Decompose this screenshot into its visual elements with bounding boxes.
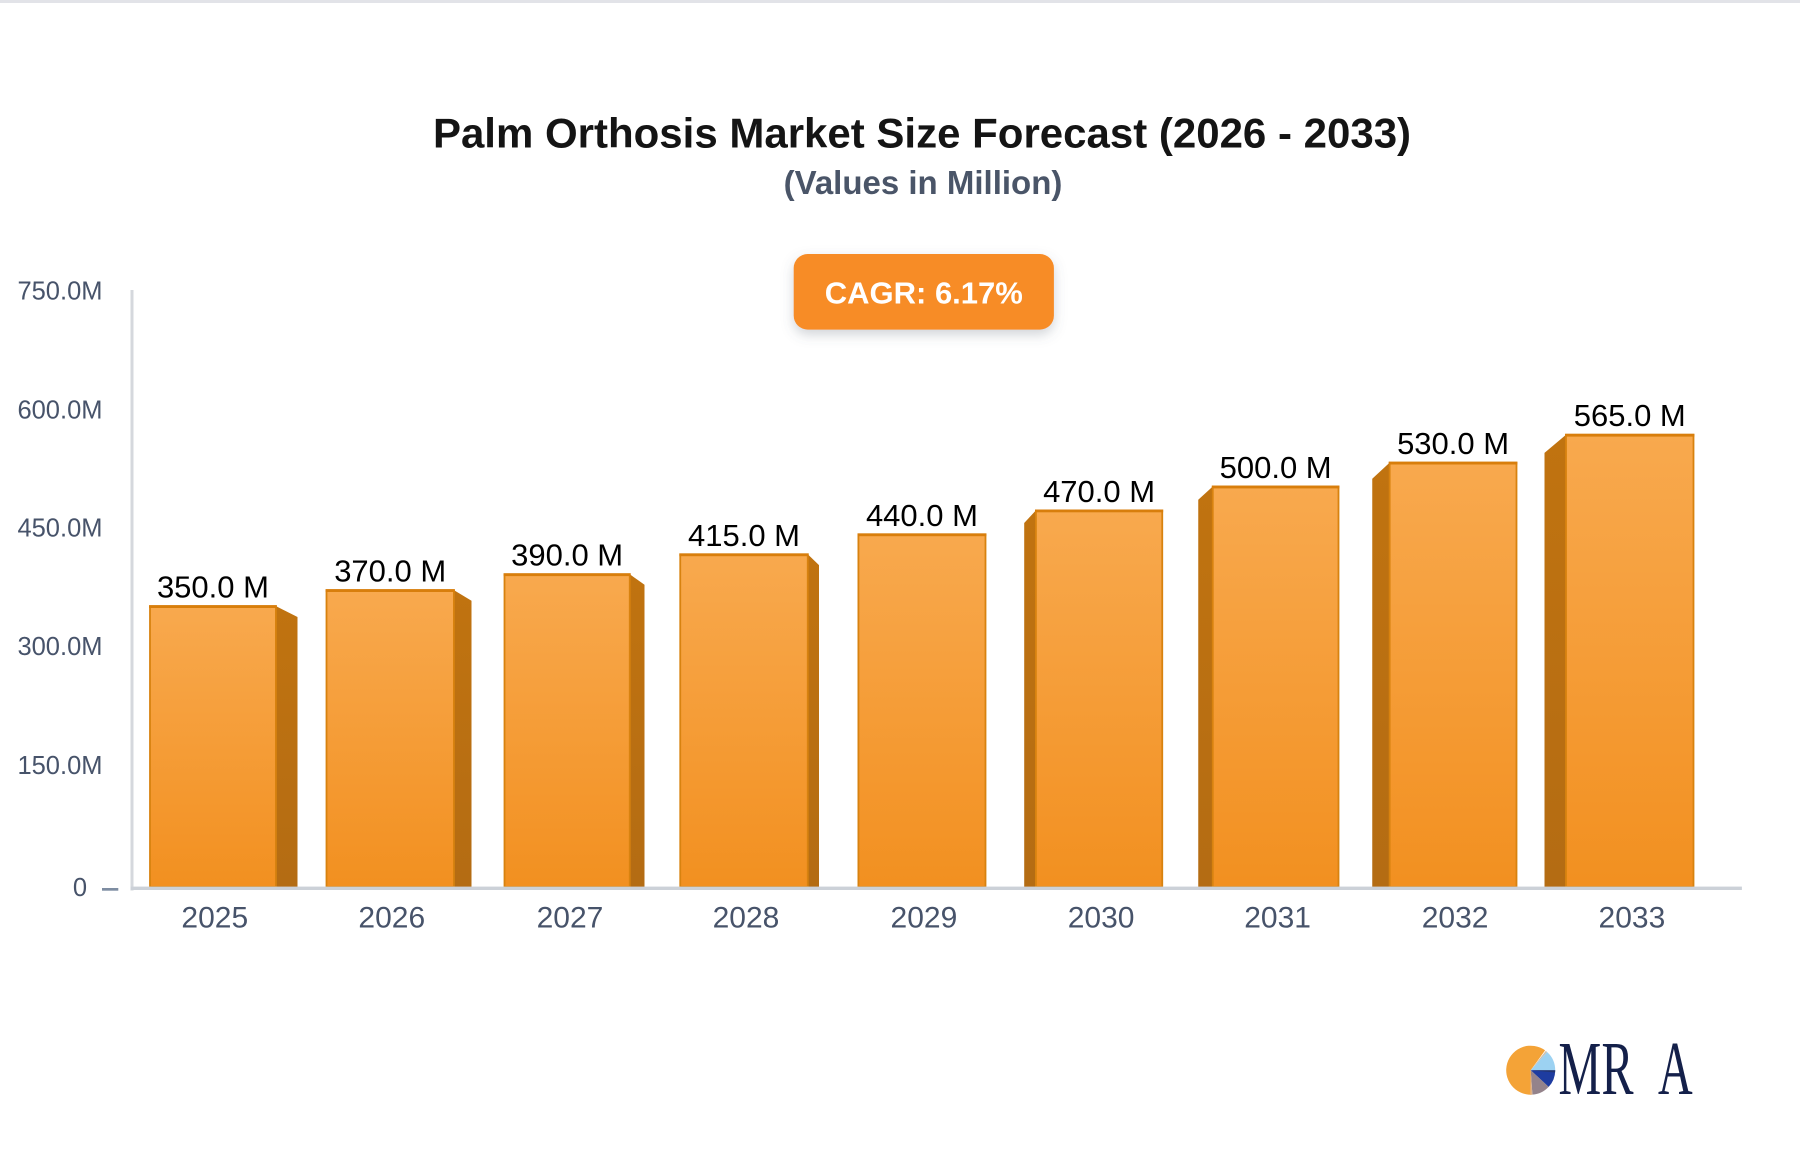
svg-text:500.0 M: 500.0 M [1220,450,1332,485]
svg-text:2031: 2031 [1244,902,1311,935]
svg-text:150.0M: 150.0M [17,752,102,780]
svg-text:2032: 2032 [1422,902,1489,935]
svg-text:2030: 2030 [1068,902,1135,935]
svg-text:565.0 M: 565.0 M [1574,398,1686,433]
svg-text:415.0 M: 415.0 M [688,518,800,553]
svg-text:470.0 M: 470.0 M [1043,474,1155,509]
svg-text:2026: 2026 [358,902,425,935]
svg-text:2028: 2028 [713,902,780,935]
svg-text:Palm Orthosis Market Size Fore: Palm Orthosis Market Size Forecast (2026… [433,110,1411,157]
svg-text:0: 0 [73,874,87,902]
svg-text:A: A [1658,1026,1693,1111]
svg-text:440.0 M: 440.0 M [866,498,978,533]
svg-text:390.0 M: 390.0 M [511,538,623,573]
svg-text:R: R [1601,1026,1634,1111]
svg-text:450.0M: 450.0M [17,515,102,543]
svg-text:2025: 2025 [181,902,248,935]
svg-text:350.0 M: 350.0 M [157,570,269,605]
svg-text:(Values in Million): (Values in Million) [784,164,1063,201]
svg-text:300.0M: 300.0M [17,633,102,661]
svg-text:2033: 2033 [1599,902,1666,935]
svg-text:2029: 2029 [891,902,958,935]
svg-text:750.0M: 750.0M [17,278,102,306]
svg-text:CAGR: 6.17%: CAGR: 6.17% [825,276,1023,311]
svg-text:530.0 M: 530.0 M [1397,426,1509,461]
svg-text:M: M [1558,1026,1601,1111]
svg-text:2027: 2027 [537,902,604,935]
svg-text:600.0M: 600.0M [17,397,102,425]
svg-text:370.0 M: 370.0 M [334,554,446,589]
